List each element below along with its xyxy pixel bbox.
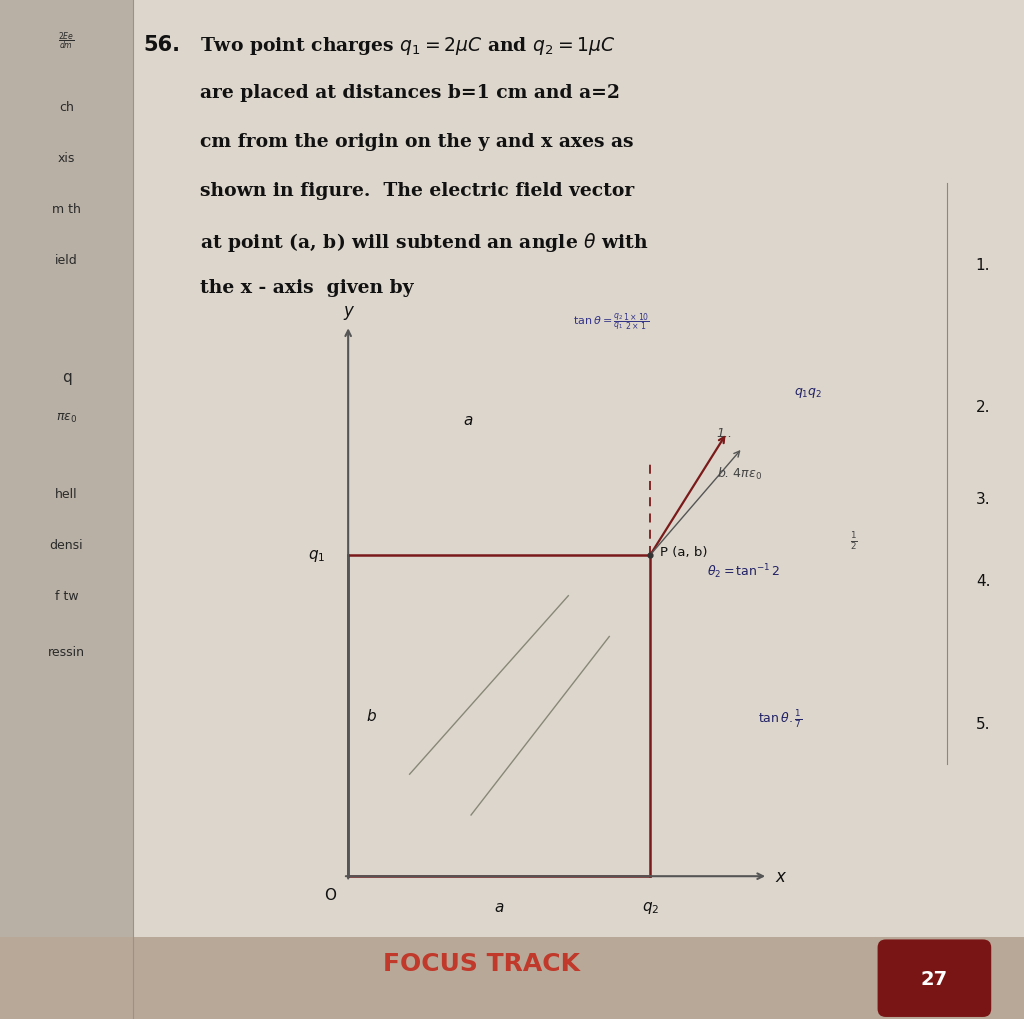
Text: b. $4\pi\varepsilon_0$: b. $4\pi\varepsilon_0$ (717, 466, 762, 482)
Text: 1..: 1.. (717, 427, 733, 439)
Text: x: x (775, 867, 785, 886)
Text: 4.: 4. (976, 574, 990, 588)
Text: hell: hell (55, 488, 78, 500)
Text: 56.: 56. (143, 35, 180, 55)
Text: $\tan\theta.\frac{1}{7}$: $\tan\theta.\frac{1}{7}$ (758, 707, 802, 730)
Text: at point (a, b) will subtend an angle $\theta$ with: at point (a, b) will subtend an angle $\… (200, 230, 648, 254)
Text: the x - axis  given by: the x - axis given by (200, 279, 414, 298)
Text: $\tan\theta=\frac{q_2}{q_1}\frac{1\times10}{2\times1}$: $\tan\theta=\frac{q_2}{q_1}\frac{1\times… (573, 311, 650, 333)
Text: $\theta_2=\tan^{-1}2$: $\theta_2=\tan^{-1}2$ (707, 561, 780, 580)
Text: f tw: f tw (54, 590, 79, 602)
Text: a: a (495, 899, 504, 914)
Text: ressin: ressin (48, 646, 85, 658)
Text: $\pi\varepsilon_0$: $\pi\varepsilon_0$ (56, 412, 77, 424)
Text: ield: ield (55, 254, 78, 266)
Text: 27: 27 (921, 969, 947, 987)
Text: O: O (324, 888, 336, 902)
FancyBboxPatch shape (133, 0, 1024, 1019)
Text: 5.: 5. (976, 716, 990, 731)
Text: a: a (464, 413, 473, 428)
Text: 2.: 2. (976, 400, 990, 415)
Text: 3.: 3. (976, 492, 990, 506)
Text: are placed at distances b=1 cm and a=2: are placed at distances b=1 cm and a=2 (200, 84, 620, 102)
Text: xis: xis (58, 152, 75, 164)
FancyBboxPatch shape (0, 0, 133, 1019)
Text: 1.: 1. (976, 258, 990, 272)
Text: q: q (61, 370, 72, 384)
Text: m th: m th (52, 203, 81, 215)
Text: y: y (343, 302, 353, 320)
Text: b: b (367, 708, 376, 723)
Text: $q_1 q_2$: $q_1 q_2$ (794, 385, 822, 399)
Text: $\frac{2Ee}{dm}$: $\frac{2Ee}{dm}$ (58, 30, 75, 52)
Text: P (a, b): P (a, b) (660, 546, 708, 558)
Text: $q_1$: $q_1$ (308, 547, 326, 564)
FancyBboxPatch shape (0, 937, 1024, 1019)
Text: densi: densi (50, 539, 83, 551)
Text: ch: ch (59, 101, 74, 113)
Text: shown in figure.  The electric field vector: shown in figure. The electric field vect… (200, 181, 634, 200)
Text: $\frac{1}{2}$: $\frac{1}{2}$ (850, 529, 857, 551)
Text: $q_2$: $q_2$ (642, 899, 658, 915)
Text: Two point charges $q_1=2\mu C$ and $q_2=1\mu C$: Two point charges $q_1=2\mu C$ and $q_2=… (200, 35, 615, 57)
Text: cm from the origin on the y and x axes as: cm from the origin on the y and x axes a… (200, 132, 633, 151)
Text: FOCUS TRACK: FOCUS TRACK (383, 951, 580, 975)
FancyBboxPatch shape (878, 940, 991, 1017)
